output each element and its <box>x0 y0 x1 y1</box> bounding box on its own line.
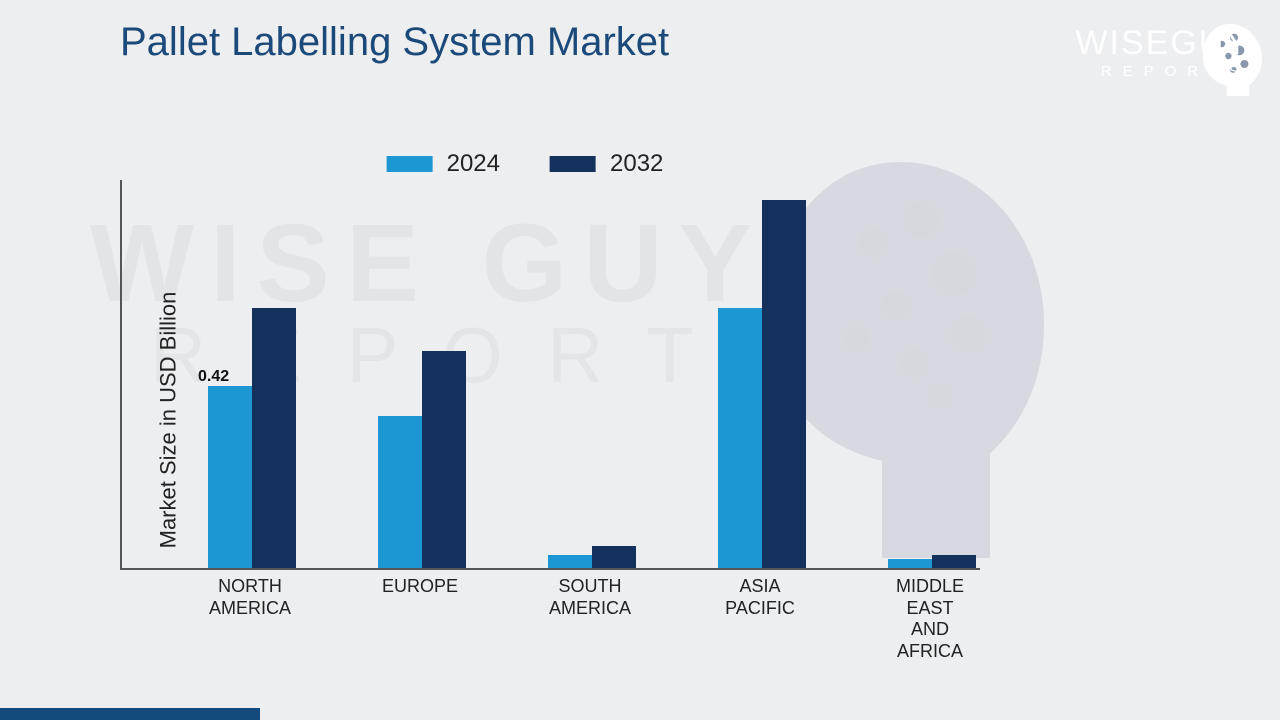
legend-swatch-2024 <box>387 156 433 172</box>
bar-group <box>717 200 807 568</box>
chart-plot-area: 0.42 <box>120 180 980 570</box>
chart-legend: 2024 2032 <box>387 150 664 178</box>
bar-s1 <box>718 308 762 568</box>
bar-s2 <box>762 200 806 568</box>
bar-group <box>377 351 467 568</box>
legend-item-2024: 2024 <box>387 150 500 178</box>
bar-s1: 0.42 <box>208 386 252 568</box>
brand-name: WISEGUY <box>1075 24 1250 63</box>
legend-item-2032: 2032 <box>550 150 663 178</box>
bar-group: 0.42 <box>207 308 297 568</box>
bar-s2 <box>592 546 636 568</box>
bottom-accent-bar <box>0 708 260 720</box>
bar-s2 <box>932 555 976 568</box>
bar-group <box>547 546 637 568</box>
category-label: NORTHAMERICA <box>175 576 325 619</box>
bar-s1 <box>888 559 932 568</box>
bar-group <box>887 555 977 568</box>
page-root: Pallet Labelling System Market WISEGUY R… <box>0 0 1280 720</box>
bar-s1 <box>548 555 592 568</box>
category-label: MIDDLEEASTANDAFRICA <box>855 576 1005 662</box>
chart-title: Pallet Labelling System Market <box>120 20 669 65</box>
legend-label-2032: 2032 <box>610 150 663 178</box>
bar-s1 <box>378 416 422 568</box>
brand-subname: REPORTS <box>1075 63 1250 80</box>
category-label: SOUTHAMERICA <box>515 576 665 619</box>
brand-logo-text: WISEGUY REPORTS <box>1075 24 1250 80</box>
legend-label-2024: 2024 <box>447 150 500 178</box>
bar-s2 <box>252 308 296 568</box>
category-label: ASIAPACIFIC <box>685 576 835 619</box>
legend-swatch-2032 <box>550 156 596 172</box>
bar-value-label: 0.42 <box>198 368 229 386</box>
bar-s2 <box>422 351 466 568</box>
chart-container: Market Size in USD Billion 2024 2032 0.4… <box>50 150 1000 690</box>
category-label: EUROPE <box>345 576 495 598</box>
